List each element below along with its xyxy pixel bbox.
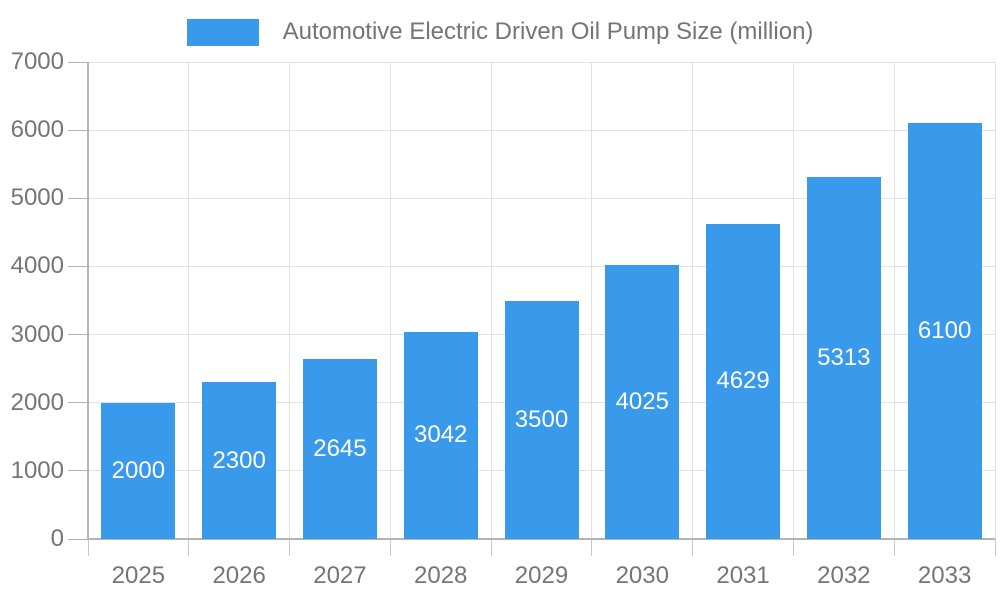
gridline-v <box>490 62 492 539</box>
x-axis-label: 2030 <box>615 562 669 589</box>
x-tick <box>289 539 291 556</box>
legend-swatch <box>186 18 259 46</box>
bar-value-label: 2000 <box>111 456 166 484</box>
x-tick <box>792 539 794 556</box>
bar-value-label: 2645 <box>313 434 367 462</box>
bar-value-label: 2300 <box>212 446 266 474</box>
y-axis-label: 5000 <box>10 184 64 212</box>
bar[interactable] <box>202 382 277 539</box>
bar-value-label: 3500 <box>514 405 569 433</box>
gridline-v <box>289 62 291 539</box>
gridline-v <box>893 62 895 539</box>
bar[interactable] <box>101 402 176 539</box>
x-axis-label: 2025 <box>111 562 166 589</box>
bar-value-label: 4025 <box>615 387 669 415</box>
bar-value-label: 4629 <box>716 367 770 395</box>
x-tick <box>893 539 895 556</box>
x-tick <box>994 539 996 556</box>
x-axis-label: 2032 <box>817 562 871 589</box>
bar-value-label: 5313 <box>817 343 871 371</box>
y-tick <box>68 129 88 131</box>
legend[interactable]: Automotive Electric Driven Oil Pump Size… <box>0 18 1000 46</box>
gridline-h <box>88 265 995 267</box>
legend-label: Automotive Electric Driven Oil Pump Size… <box>282 18 814 45</box>
x-tick <box>87 539 89 556</box>
y-tick <box>68 197 88 199</box>
x-axis-label: 2028 <box>414 562 468 589</box>
x-tick <box>389 539 391 556</box>
bar[interactable] <box>605 264 680 539</box>
y-axis-label: 3000 <box>10 320 64 348</box>
x-tick <box>692 539 694 556</box>
bar[interactable] <box>302 358 377 539</box>
bar-value-label: 6100 <box>917 317 972 345</box>
gridline-v <box>792 62 794 539</box>
bar[interactable] <box>806 176 881 539</box>
y-tick <box>68 334 88 336</box>
y-axis-label: 7000 <box>10 48 64 75</box>
y-axis-label: 4000 <box>10 252 64 280</box>
x-tick <box>591 539 593 556</box>
gridline-v <box>188 62 190 539</box>
x-axis-label: 2031 <box>716 562 770 589</box>
bar-value-label: 3042 <box>414 421 468 449</box>
y-tick <box>68 265 88 267</box>
gridline-v <box>389 62 391 539</box>
gridline-v <box>692 62 694 539</box>
gridline-v <box>591 62 593 539</box>
y-axis-line <box>87 62 89 539</box>
y-tick <box>68 538 88 540</box>
bar[interactable] <box>504 300 579 539</box>
x-axis-label: 2033 <box>917 562 972 589</box>
y-axis-label: 2000 <box>10 388 64 416</box>
x-axis-label: 2026 <box>212 562 266 589</box>
bar[interactable] <box>907 123 982 539</box>
gridline-h <box>88 61 995 63</box>
y-axis-label: 1000 <box>10 456 64 484</box>
x-axis-label: 2027 <box>313 562 367 589</box>
y-axis-label: 6000 <box>10 116 64 144</box>
x-axis-line <box>88 538 995 540</box>
bar[interactable] <box>403 331 478 539</box>
gridline-v <box>994 62 996 539</box>
x-tick <box>188 539 190 556</box>
y-tick <box>68 470 88 472</box>
x-tick <box>490 539 492 556</box>
y-axis-label: 0 <box>50 525 64 552</box>
gridline-h <box>88 197 995 199</box>
y-tick <box>68 61 88 63</box>
gridline-h <box>88 129 995 131</box>
bar[interactable] <box>706 223 781 539</box>
x-axis-label: 2029 <box>514 562 569 589</box>
y-tick <box>68 402 88 404</box>
